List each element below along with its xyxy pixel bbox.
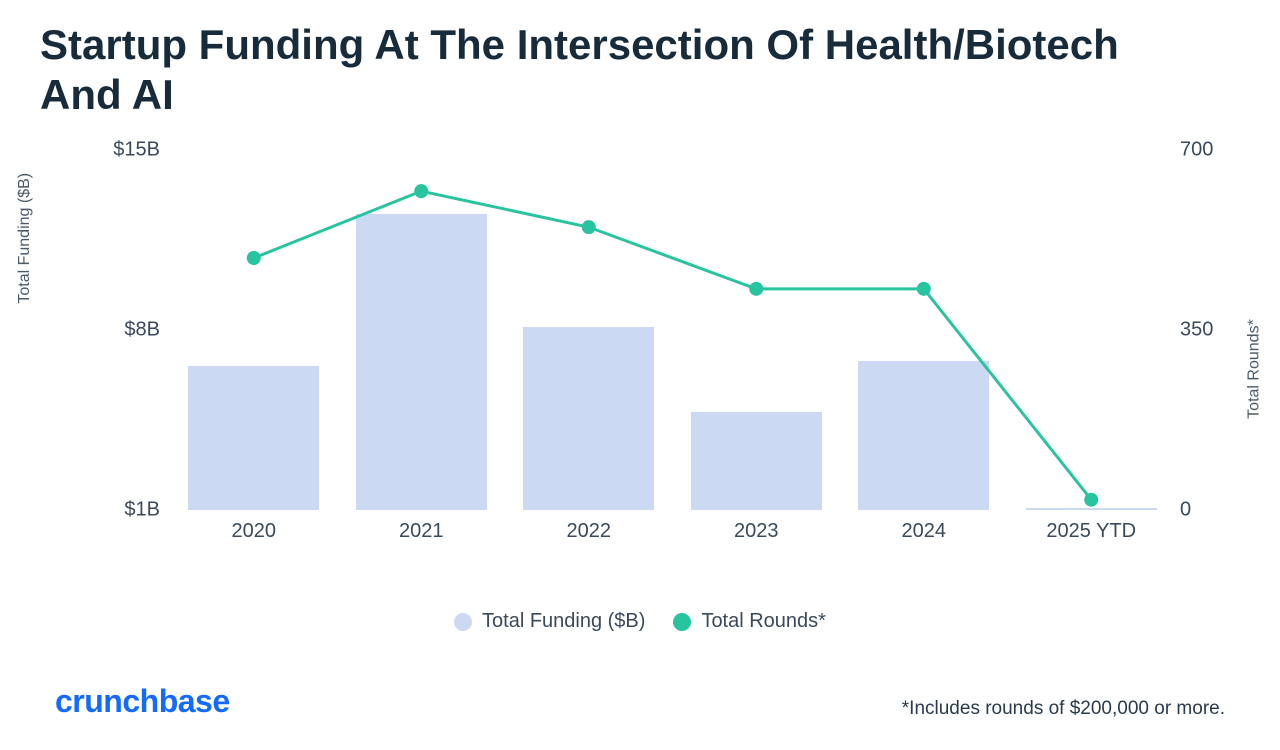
bar — [1026, 508, 1157, 510]
x-axis-labels: 2020 2021 2022 2023 2024 2025 YTD — [170, 520, 1175, 560]
footnote-text: *Includes rounds of $200,000 or more. — [902, 698, 1225, 720]
chart-area: Total Funding ($B) Total Rounds* $15B $8… — [40, 150, 1240, 570]
bar-layer — [170, 150, 1175, 510]
legend-swatch-icon — [673, 613, 691, 631]
brand-logo: crunchbase — [55, 683, 230, 720]
chart-title: Startup Funding At The Intersection Of H… — [40, 20, 1140, 121]
y-left-tick: $8B — [90, 319, 160, 342]
bar — [523, 327, 654, 510]
legend-label: Total Funding ($B) — [482, 610, 645, 633]
legend-label: Total Rounds* — [701, 610, 826, 633]
legend: Total Funding ($B) Total Rounds* — [0, 610, 1280, 633]
y-right-axis-label: Total Rounds* — [1246, 319, 1264, 419]
x-tick-label: 2022 — [567, 520, 612, 543]
y-right-tick: 350 — [1180, 319, 1235, 342]
x-tick-label: 2023 — [734, 520, 779, 543]
legend-swatch-icon — [454, 613, 472, 631]
plot-area — [170, 150, 1175, 510]
bar — [356, 214, 487, 510]
x-tick-label: 2025 YTD — [1046, 520, 1136, 543]
y-right-tick: 700 — [1180, 139, 1235, 162]
bar — [188, 366, 319, 510]
x-tick-label: 2024 — [902, 520, 947, 543]
y-right-tick: 0 — [1180, 499, 1235, 522]
y-left-axis-label: Total Funding ($B) — [16, 173, 34, 304]
bar — [858, 361, 989, 510]
x-tick-label: 2020 — [232, 520, 277, 543]
x-tick-label: 2021 — [399, 520, 444, 543]
bar — [691, 412, 822, 510]
legend-item-rounds: Total Rounds* — [673, 610, 826, 633]
y-left-tick: $1B — [90, 499, 160, 522]
legend-item-funding: Total Funding ($B) — [454, 610, 645, 633]
y-left-tick: $15B — [90, 139, 160, 162]
